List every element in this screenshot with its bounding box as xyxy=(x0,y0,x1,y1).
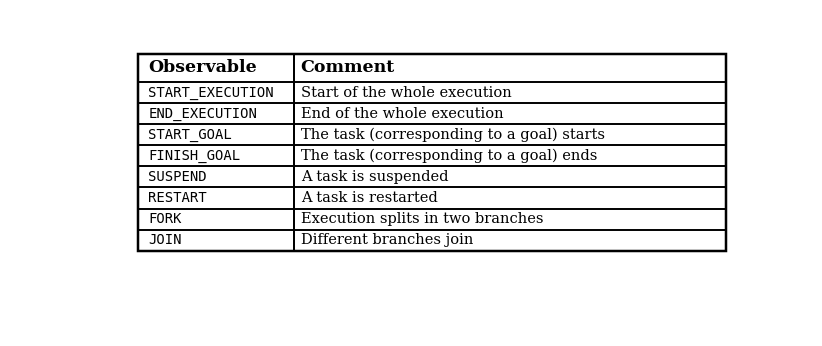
Bar xyxy=(138,145,293,166)
Text: Comment: Comment xyxy=(301,59,395,76)
Bar xyxy=(138,124,293,145)
Bar xyxy=(293,103,726,124)
Text: The task (corresponding to a goal) ends: The task (corresponding to a goal) ends xyxy=(301,149,597,163)
Bar xyxy=(293,209,726,230)
Text: FORK: FORK xyxy=(149,212,182,226)
Bar xyxy=(138,54,293,82)
Text: END_EXECUTION: END_EXECUTION xyxy=(149,107,257,121)
Text: START_GOAL: START_GOAL xyxy=(149,128,232,142)
Text: FINISH_GOAL: FINISH_GOAL xyxy=(149,149,241,163)
Text: Start of the whole execution: Start of the whole execution xyxy=(301,85,511,100)
Text: Different branches join: Different branches join xyxy=(301,233,473,247)
Text: The task (corresponding to a goal) starts: The task (corresponding to a goal) start… xyxy=(301,128,605,142)
Text: JOIN: JOIN xyxy=(149,233,182,247)
Text: RESTART: RESTART xyxy=(149,191,207,205)
Bar xyxy=(138,82,293,103)
Bar xyxy=(293,230,726,251)
Text: End of the whole execution: End of the whole execution xyxy=(301,107,503,121)
Text: A task is suspended: A task is suspended xyxy=(301,170,448,184)
Bar xyxy=(293,54,726,82)
Bar xyxy=(293,145,726,166)
Bar xyxy=(293,82,726,103)
Bar xyxy=(293,166,726,188)
Text: START_EXECUTION: START_EXECUTION xyxy=(149,85,274,100)
Bar xyxy=(138,188,293,209)
Text: SUSPEND: SUSPEND xyxy=(149,170,207,184)
Bar xyxy=(138,230,293,251)
Bar xyxy=(293,124,726,145)
Text: Execution splits in two branches: Execution splits in two branches xyxy=(301,212,543,226)
Bar xyxy=(138,166,293,188)
Text: Observable: Observable xyxy=(149,59,257,76)
Bar xyxy=(138,54,726,251)
Text: A task is restarted: A task is restarted xyxy=(301,191,437,205)
Bar xyxy=(138,103,293,124)
Bar xyxy=(138,209,293,230)
Bar xyxy=(293,188,726,209)
